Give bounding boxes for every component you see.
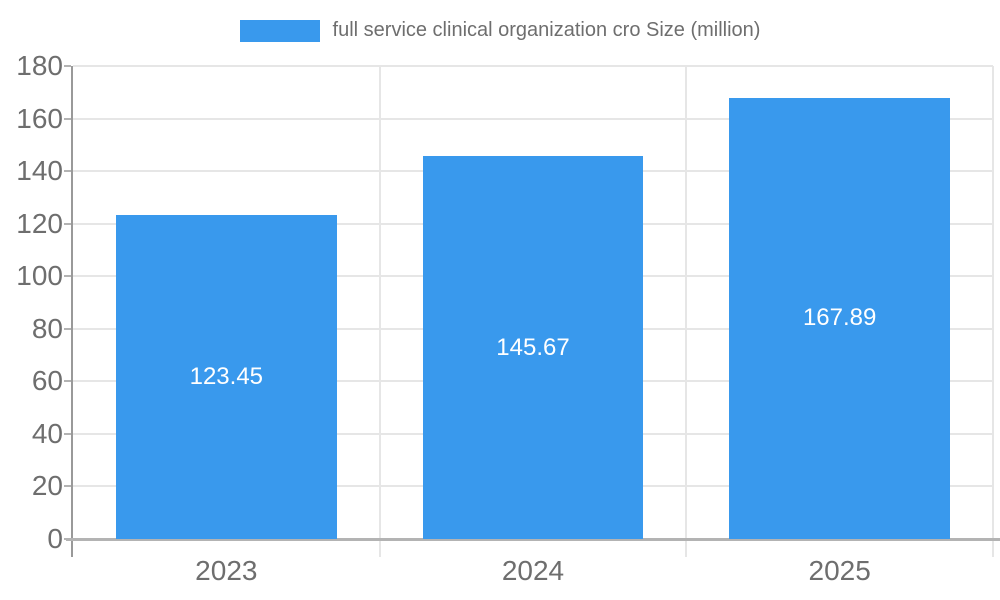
y-axis-tick-label: 40 [31,417,63,449]
legend: full service clinical organization cro S… [0,19,1000,42]
bar-value-label: 123.45 [189,362,264,390]
y-axis-tick-label: 120 [16,207,63,239]
y-gridline [73,65,993,67]
x-axis-line [66,538,1000,541]
x-gridline [685,66,688,557]
y-axis-tick [64,275,71,278]
plot-area: 0 20 40 60 80 100 120 140 160 180 123.45 2023 145.67… [16,51,1000,586]
y-axis-tick-label: 0 [47,523,63,554]
y-axis-tick-label: 100 [16,260,63,292]
y-axis-tick [64,65,71,67]
y-axis-tick-label: 180 [16,50,63,81]
bar-2025: 167.89 [729,97,951,539]
x-gridline [992,66,994,557]
x-axis-tick-label: 2023 [195,555,258,586]
y-gridline [73,117,993,120]
y-axis-tick-label: 140 [16,155,63,187]
y-axis-tick [64,432,71,435]
y-axis-tick [64,170,71,173]
y-axis-tick [64,222,71,225]
legend-swatch [239,19,320,42]
y-axis-tick-label: 20 [31,470,63,502]
x-axis-tick-label: 2024 [501,555,565,586]
y-axis-tick [64,485,71,488]
x-gridline [378,66,381,557]
bar-2023: 123.45 [115,214,337,539]
y-axis-tick [64,327,71,330]
y-axis-tick [64,380,71,383]
x-axis-tick-label: 2025 [808,555,871,586]
legend-label: full service clinical organization cro S… [332,19,761,41]
y-axis-tick-label: 80 [31,312,63,344]
y-axis-tick-label: 160 [16,102,63,134]
bar-value-label: 167.89 [802,304,877,332]
y-axis-tick-label: 60 [31,365,63,397]
y-axis-tick [64,117,71,120]
bar-2024: 145.67 [422,156,644,539]
bar-value-label: 145.67 [496,333,570,361]
y-axis-line [71,66,73,557]
